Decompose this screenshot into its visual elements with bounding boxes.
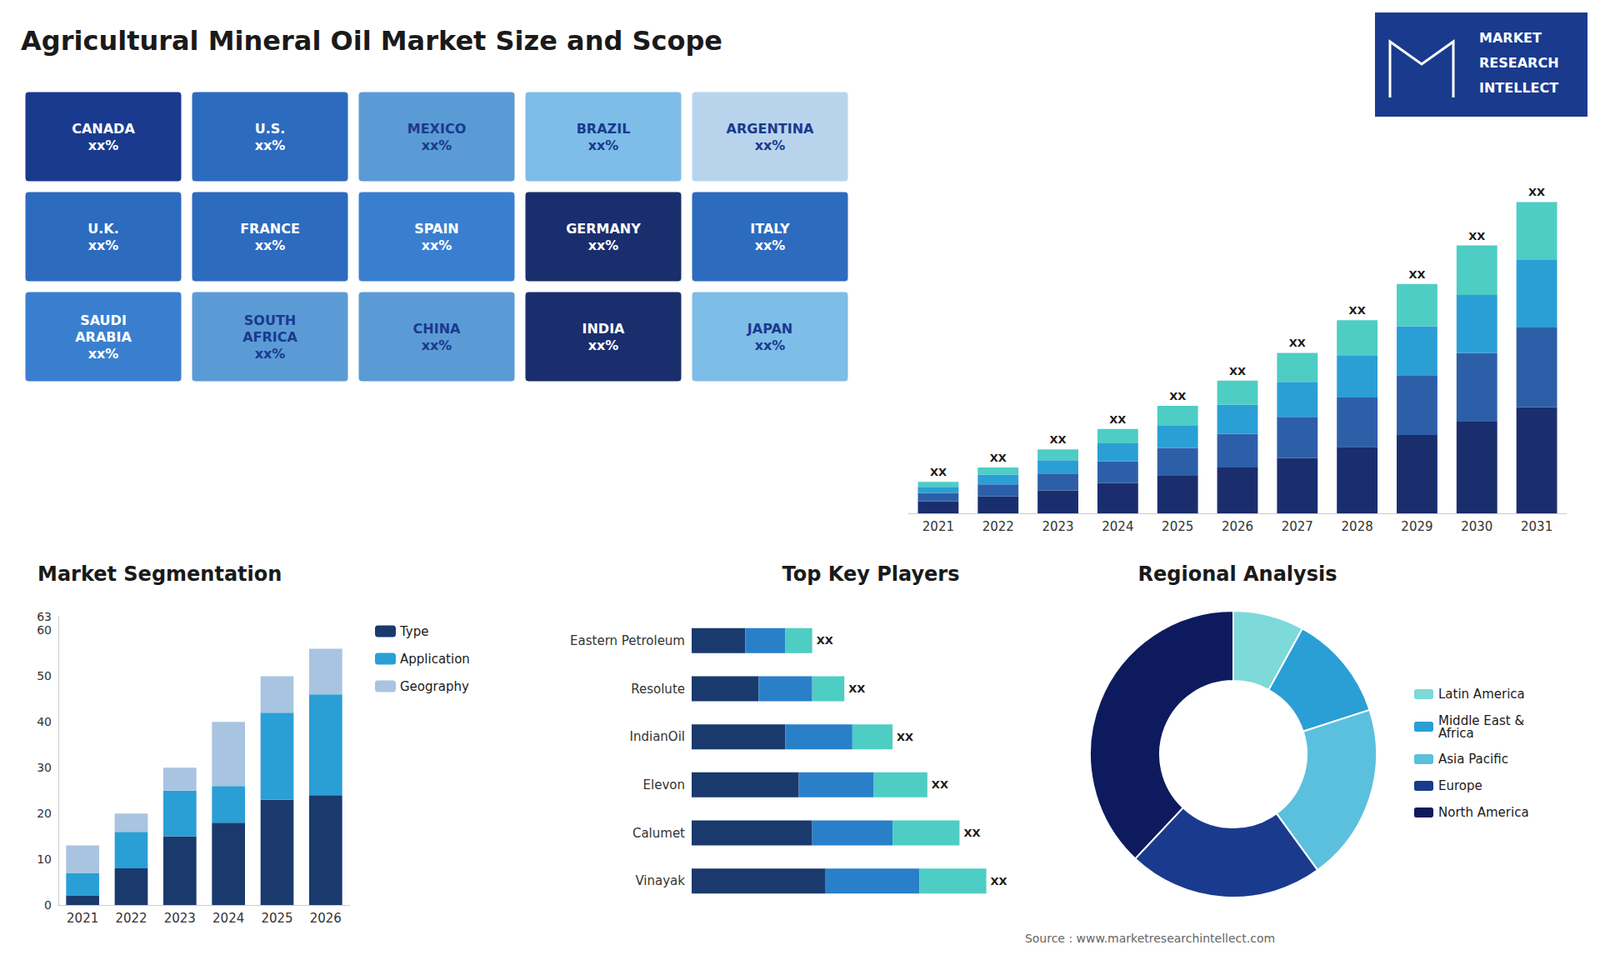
svg-text:AFRICA: AFRICA bbox=[242, 329, 298, 345]
svg-text:CHINA: CHINA bbox=[413, 320, 461, 337]
svg-text:U.K.: U.K. bbox=[87, 220, 120, 237]
svg-text:XX: XX bbox=[848, 682, 865, 695]
svg-text:ITALY: ITALY bbox=[750, 220, 790, 237]
svg-text:RESEARCH: RESEARCH bbox=[1479, 55, 1560, 71]
svg-text:XX: XX bbox=[896, 730, 914, 744]
svg-text:XX: XX bbox=[1408, 268, 1425, 281]
svg-text:Africa: Africa bbox=[1438, 725, 1475, 741]
svg-text:2021: 2021 bbox=[66, 910, 99, 926]
svg-text:2024: 2024 bbox=[1101, 519, 1134, 535]
svg-text:MEXICO: MEXICO bbox=[407, 120, 466, 137]
svg-text:INTELLECT: INTELLECT bbox=[1479, 80, 1559, 96]
svg-text:2022: 2022 bbox=[982, 519, 1015, 535]
svg-text:MARKET: MARKET bbox=[1479, 30, 1542, 46]
svg-text:BRAZIL: BRAZIL bbox=[576, 120, 631, 137]
svg-text:Agricultural Mineral Oil Marke: Agricultural Mineral Oil Market Size and… bbox=[20, 25, 723, 57]
svg-text:xx%: xx% bbox=[421, 137, 453, 154]
svg-text:CANADA: CANADA bbox=[71, 120, 135, 137]
svg-text:Europe: Europe bbox=[1438, 778, 1483, 794]
svg-text:Asia Pacific: Asia Pacific bbox=[1438, 751, 1509, 767]
svg-text:2029: 2029 bbox=[1400, 519, 1433, 535]
svg-text:JAPAN: JAPAN bbox=[746, 320, 793, 337]
svg-text:GERMANY: GERMANY bbox=[565, 220, 641, 237]
svg-text:XX: XX bbox=[930, 465, 947, 479]
svg-text:XX: XX bbox=[990, 451, 1007, 465]
svg-text:60: 60 bbox=[36, 623, 52, 637]
svg-text:xx%: xx% bbox=[755, 137, 786, 154]
svg-text:ARGENTINA: ARGENTINA bbox=[726, 120, 815, 137]
svg-text:SAUDI: SAUDI bbox=[80, 312, 127, 329]
svg-text:XX: XX bbox=[816, 634, 834, 647]
svg-text:20: 20 bbox=[36, 806, 52, 820]
svg-text:2024: 2024 bbox=[212, 910, 245, 926]
svg-text:0: 0 bbox=[44, 898, 52, 912]
svg-text:XX: XX bbox=[1050, 433, 1067, 446]
svg-text:xx%: xx% bbox=[588, 237, 620, 254]
svg-text:Market Segmentation: Market Segmentation bbox=[37, 562, 282, 586]
svg-text:FRANCE: FRANCE bbox=[240, 220, 300, 237]
svg-text:Middle East &: Middle East & bbox=[1438, 712, 1525, 728]
svg-text:XX: XX bbox=[1229, 365, 1246, 378]
svg-text:2021: 2021 bbox=[922, 519, 955, 535]
svg-text:2023: 2023 bbox=[1041, 519, 1074, 535]
svg-text:xx%: xx% bbox=[421, 237, 453, 254]
svg-text:SOUTH: SOUTH bbox=[244, 312, 296, 329]
svg-text:2026: 2026 bbox=[1221, 519, 1254, 535]
svg-text:10: 10 bbox=[36, 852, 52, 866]
svg-text:XX: XX bbox=[1528, 185, 1545, 199]
svg-text:2031: 2031 bbox=[1520, 519, 1553, 535]
svg-text:2026: 2026 bbox=[310, 910, 342, 926]
svg-text:Top Key Players: Top Key Players bbox=[782, 562, 960, 586]
svg-text:Eastern Petroleum: Eastern Petroleum bbox=[570, 633, 685, 649]
svg-text:U.S.: U.S. bbox=[255, 120, 286, 137]
svg-text:2025: 2025 bbox=[260, 910, 293, 926]
svg-text:Resolute: Resolute bbox=[630, 681, 685, 697]
svg-text:xx%: xx% bbox=[421, 337, 453, 354]
svg-text:30: 30 bbox=[36, 760, 52, 775]
svg-text:INDIA: INDIA bbox=[582, 320, 626, 337]
svg-text:xx%: xx% bbox=[255, 345, 286, 362]
svg-text:xx%: xx% bbox=[255, 137, 286, 154]
svg-text:40: 40 bbox=[36, 715, 52, 729]
svg-text:XX: XX bbox=[1109, 413, 1126, 426]
svg-text:Latin America: Latin America bbox=[1438, 686, 1525, 702]
svg-text:XX: XX bbox=[1468, 230, 1485, 243]
svg-text:Application: Application bbox=[400, 651, 470, 667]
svg-text:XX: XX bbox=[1169, 390, 1186, 403]
svg-text:xx%: xx% bbox=[88, 237, 120, 254]
svg-text:2022: 2022 bbox=[115, 910, 147, 926]
svg-text:Calumet: Calumet bbox=[632, 825, 685, 841]
svg-text:Type: Type bbox=[399, 624, 429, 640]
svg-text:Source : www.marketresearchint: Source : www.marketresearchintellect.com bbox=[1025, 931, 1275, 945]
svg-text:xx%: xx% bbox=[588, 337, 620, 354]
svg-text:2025: 2025 bbox=[1161, 519, 1194, 535]
svg-text:xx%: xx% bbox=[88, 137, 120, 154]
svg-text:Vinayak: Vinayak bbox=[635, 873, 685, 889]
svg-text:63: 63 bbox=[36, 610, 52, 624]
svg-text:Regional Analysis: Regional Analysis bbox=[1137, 562, 1337, 586]
svg-text:xx%: xx% bbox=[755, 237, 786, 254]
svg-text:XX: XX bbox=[963, 826, 980, 840]
svg-text:Geography: Geography bbox=[400, 679, 470, 695]
svg-text:ARABIA: ARABIA bbox=[75, 329, 132, 345]
svg-text:2023: 2023 bbox=[164, 910, 196, 926]
svg-text:2028: 2028 bbox=[1341, 519, 1374, 535]
svg-text:xx%: xx% bbox=[588, 137, 620, 154]
svg-text:50: 50 bbox=[36, 669, 52, 683]
svg-text:xx%: xx% bbox=[755, 337, 786, 354]
svg-text:Elevon: Elevon bbox=[643, 777, 685, 793]
svg-text:XX: XX bbox=[1289, 336, 1306, 350]
svg-text:XX: XX bbox=[990, 875, 1008, 888]
svg-text:2030: 2030 bbox=[1460, 519, 1493, 535]
svg-text:XX: XX bbox=[931, 778, 949, 791]
svg-text:2027: 2027 bbox=[1281, 519, 1314, 535]
svg-text:SPAIN: SPAIN bbox=[414, 220, 460, 237]
svg-text:North America: North America bbox=[1438, 805, 1530, 820]
svg-text:xx%: xx% bbox=[255, 237, 286, 254]
svg-text:XX: XX bbox=[1349, 304, 1366, 317]
svg-text:IndianOil: IndianOil bbox=[630, 729, 685, 745]
svg-text:xx%: xx% bbox=[88, 345, 120, 362]
